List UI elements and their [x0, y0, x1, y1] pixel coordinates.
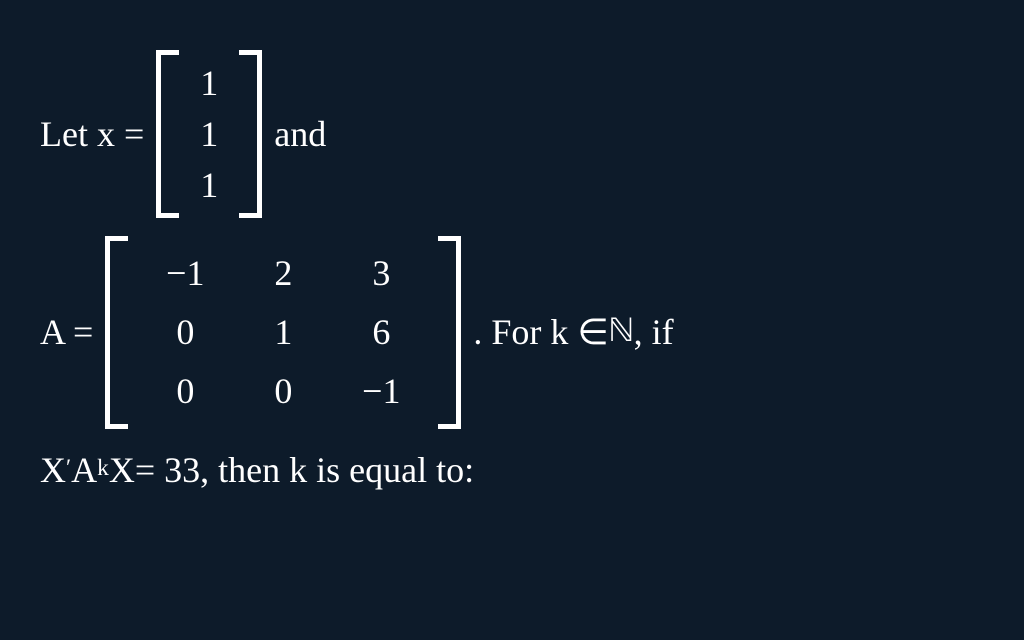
expr-A: A	[71, 447, 97, 494]
natural-numbers: ℕ	[609, 309, 634, 356]
x-r2: 1	[187, 109, 231, 160]
A-r1c2: 2	[234, 244, 332, 303]
text-let-x: Let x =	[40, 111, 144, 158]
A-r1c1: −1	[136, 244, 234, 303]
bracket-right	[438, 236, 461, 428]
expr-X: X	[40, 447, 66, 494]
line-2: A = −1 2 3 0 1 6 0 0 −1	[40, 236, 984, 428]
text-if: , if	[634, 309, 674, 356]
line-1: Let x = 1 1 1 and	[40, 50, 984, 218]
line-3: X′AkX = 33, then k is equal to:	[40, 447, 984, 494]
A-r3c2: 0	[234, 362, 332, 421]
text-for-k: . For k ∈	[473, 309, 608, 356]
matrix-A: −1 2 3 0 1 6 0 0 −1	[105, 236, 461, 428]
bracket-right	[239, 50, 262, 218]
vector-x: 1 1 1	[156, 50, 262, 218]
A-r3c3: −1	[332, 362, 430, 421]
x-r3: 1	[187, 160, 231, 211]
prime: ′	[66, 453, 71, 483]
bracket-left	[105, 236, 128, 428]
A-r2c3: 6	[332, 303, 430, 362]
text-rest: = 33, then k is equal to:	[135, 447, 474, 494]
x-r1: 1	[187, 58, 231, 109]
sup-k: k	[97, 453, 109, 483]
matrix-A-body: −1 2 3 0 1 6 0 0 −1	[128, 236, 438, 428]
A-r1c3: 3	[332, 244, 430, 303]
A-r3c1: 0	[136, 362, 234, 421]
bracket-left	[156, 50, 179, 218]
vector-x-body: 1 1 1	[179, 50, 239, 218]
math-problem: Let x = 1 1 1 and A = −1 2 3 0	[0, 0, 1024, 552]
text-and: and	[274, 111, 326, 158]
expr-X2: X	[109, 447, 135, 494]
A-r2c2: 1	[234, 303, 332, 362]
text-A-eq: A =	[40, 309, 93, 356]
A-r2c1: 0	[136, 303, 234, 362]
